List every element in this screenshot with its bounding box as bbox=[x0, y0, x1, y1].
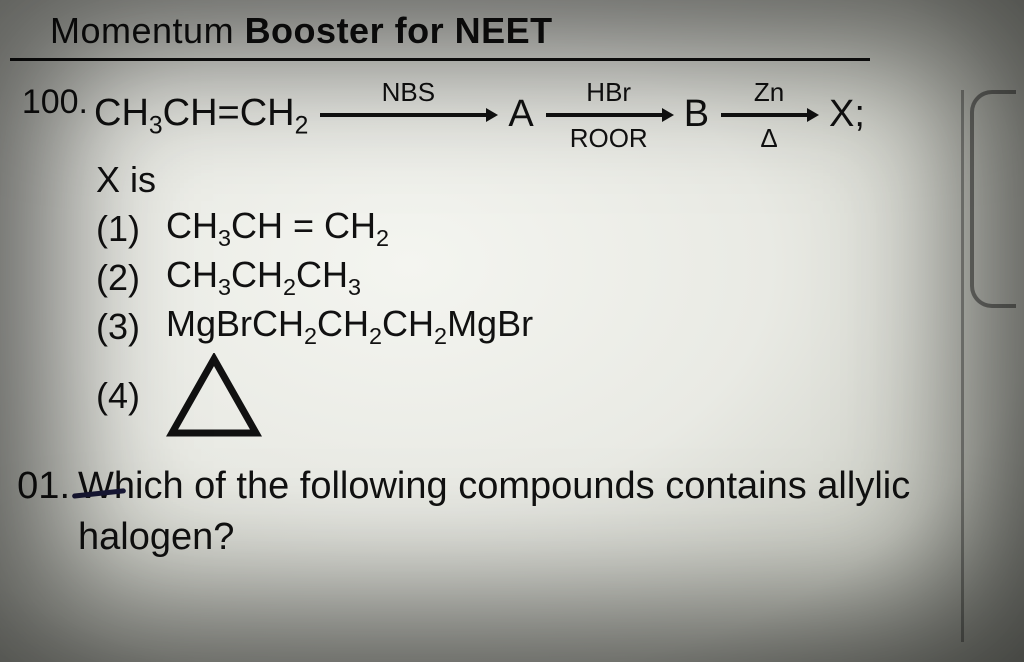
arrow2-top: HBr bbox=[586, 79, 631, 105]
question-101: 01. Which of the following compounds con… bbox=[10, 461, 950, 564]
x-is-label: X is bbox=[96, 159, 960, 201]
arrow2-bottom: ROOR bbox=[570, 125, 648, 151]
option-1: (1) CH3CH = CH2 bbox=[96, 205, 960, 252]
page-gutter-line bbox=[961, 90, 964, 642]
question-text-line2: halogen? bbox=[78, 516, 234, 558]
arrow-icon bbox=[544, 105, 674, 125]
question-number: 100. bbox=[10, 79, 94, 127]
option-formula: CH3CH2CH3 bbox=[166, 254, 361, 301]
option-4: (4) bbox=[96, 353, 960, 439]
arrow-icon bbox=[719, 105, 819, 125]
arrow-step2: HBr ROOR bbox=[544, 79, 674, 151]
option-3: (3) MgBrCH2CH2CH2MgBr bbox=[96, 303, 960, 350]
reactant: CH3CH=CH2 bbox=[94, 86, 308, 144]
option-formula: MgBrCH2CH2CH2MgBr bbox=[166, 303, 533, 350]
arrow-icon bbox=[318, 105, 498, 125]
reaction-scheme: CH3CH=CH2 NBS A HBr ROOR bbox=[94, 79, 865, 151]
heading-rule bbox=[10, 58, 870, 61]
options-list: (1) CH3CH = CH2 (2) CH3CH2CH3 (3) MgBrCH… bbox=[96, 205, 960, 439]
question-number: 01. bbox=[10, 461, 70, 564]
question-text: Which of the following compounds contain… bbox=[78, 461, 950, 564]
arrow1-top: NBS bbox=[382, 79, 435, 105]
question-text-rest: of the following compounds contains ally… bbox=[184, 465, 911, 507]
heading-prefix: Momentum bbox=[50, 10, 245, 51]
option-formula: CH3CH = CH2 bbox=[166, 205, 389, 252]
page-edge-curl bbox=[970, 90, 1016, 308]
arrow-step3: Zn Δ bbox=[719, 79, 819, 151]
option-number: (1) bbox=[96, 208, 152, 250]
intermediate-b: B bbox=[684, 87, 709, 142]
intermediate-a: A bbox=[508, 87, 533, 142]
option-2: (2) CH3CH2CH3 bbox=[96, 254, 960, 301]
question-100: 100. CH3CH=CH2 NBS A HBr bbox=[10, 79, 960, 151]
triangle-icon bbox=[166, 353, 262, 439]
struck-word: Which bbox=[78, 461, 184, 512]
page-heading: Momentum Booster for NEET bbox=[10, 0, 960, 58]
arrow-step1: NBS bbox=[318, 79, 498, 151]
option-number: (4) bbox=[96, 375, 152, 417]
arrow3-bottom: Δ bbox=[760, 125, 777, 151]
product-x: X; bbox=[829, 87, 865, 142]
option-number: (2) bbox=[96, 257, 152, 299]
heading-bold: Booster for NEET bbox=[245, 10, 553, 51]
option-number: (3) bbox=[96, 306, 152, 348]
arrow3-top: Zn bbox=[754, 79, 784, 105]
